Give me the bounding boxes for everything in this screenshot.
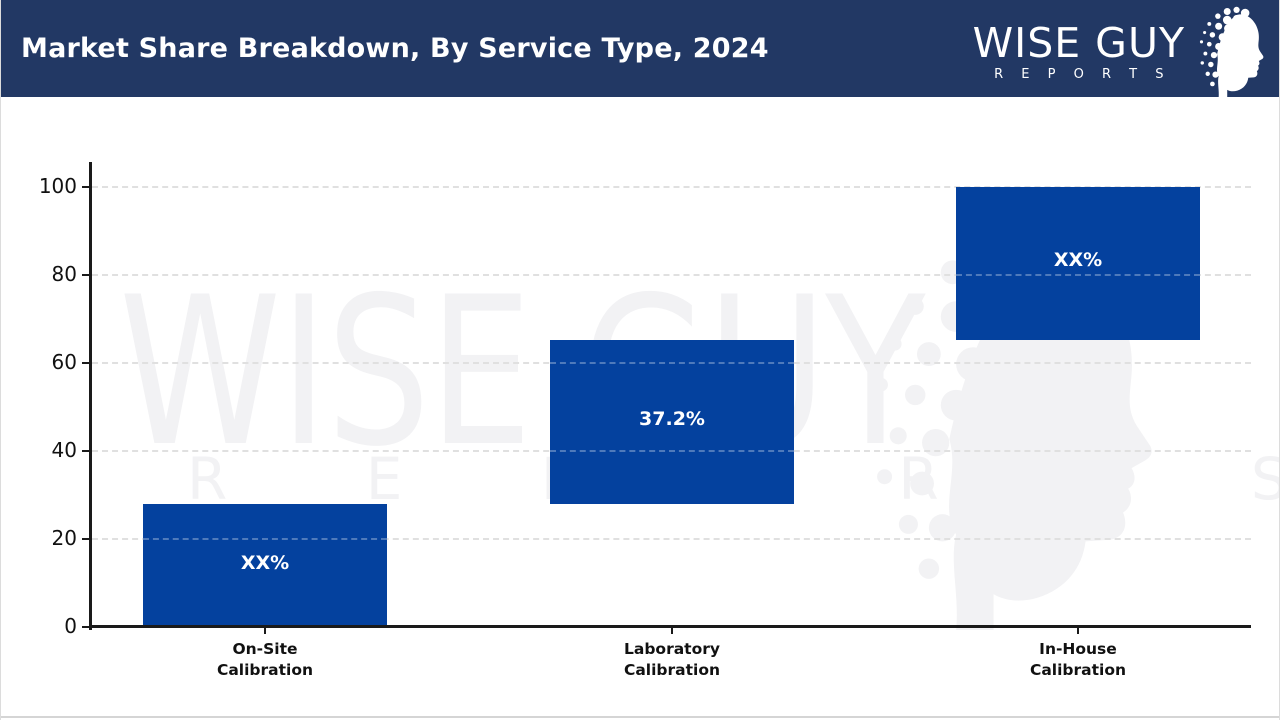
bar-3-gridline-80: [956, 273, 1200, 276]
y-tick-label-0: 0: [64, 614, 77, 638]
y-tick-40: [82, 449, 89, 452]
y-axis-line: [89, 162, 92, 630]
category-label-1: On-Site Calibration: [216, 640, 314, 679]
bar-value-label-1: XX%: [240, 551, 290, 574]
gridline-80: [92, 273, 1251, 276]
bar-1-gridline-20: [143, 537, 387, 540]
brand-logo: WISE GUY R E P O R T S: [973, 6, 1267, 98]
y-tick-100: [82, 185, 89, 188]
bar-2-gridline-60: [550, 361, 794, 364]
brand-head-icon: [1199, 6, 1264, 98]
category-label-2: Laboratory Calibration: [623, 640, 721, 679]
brand-name: WISE GUY: [972, 19, 1185, 68]
y-tick-label-40: 40: [51, 437, 77, 462]
category-label-3: In-House Calibration: [1029, 640, 1127, 679]
x-axis-line: [89, 625, 1251, 628]
x-tick-3: [1077, 627, 1079, 634]
y-tick-label-20: 20: [51, 525, 77, 550]
y-tick-label-80: 80: [51, 261, 77, 286]
header-bar: Market Share Breakdown, By Service Type,…: [1, 0, 1279, 98]
y-tick-0: [82, 626, 89, 628]
bar-value-label-2: 37.2%: [639, 408, 705, 431]
y-tick-60: [82, 361, 89, 364]
bar-2: [550, 340, 794, 505]
bar-3: [956, 186, 1200, 341]
brand-logo-text: WISE GUY R E P O R T S: [972, 19, 1185, 82]
bar-2-gridline-40: [550, 449, 794, 452]
y-tick-80: [82, 273, 89, 276]
gridline-100: [92, 185, 1251, 188]
bar-1: [143, 504, 387, 627]
x-tick-2: [671, 627, 673, 634]
y-tick-label-60: 60: [51, 349, 77, 374]
bottom-border-line: [1, 716, 1279, 718]
gridline-20: [92, 537, 1251, 540]
y-tick-20: [82, 537, 89, 540]
brand-tagline: R E P O R T S: [994, 66, 1171, 82]
y-tick-label-100: 100: [38, 173, 77, 198]
page-title: Market Share Breakdown, By Service Type,…: [21, 33, 769, 64]
x-tick-1: [264, 627, 266, 634]
bar-value-label-3: XX%: [1053, 249, 1103, 272]
